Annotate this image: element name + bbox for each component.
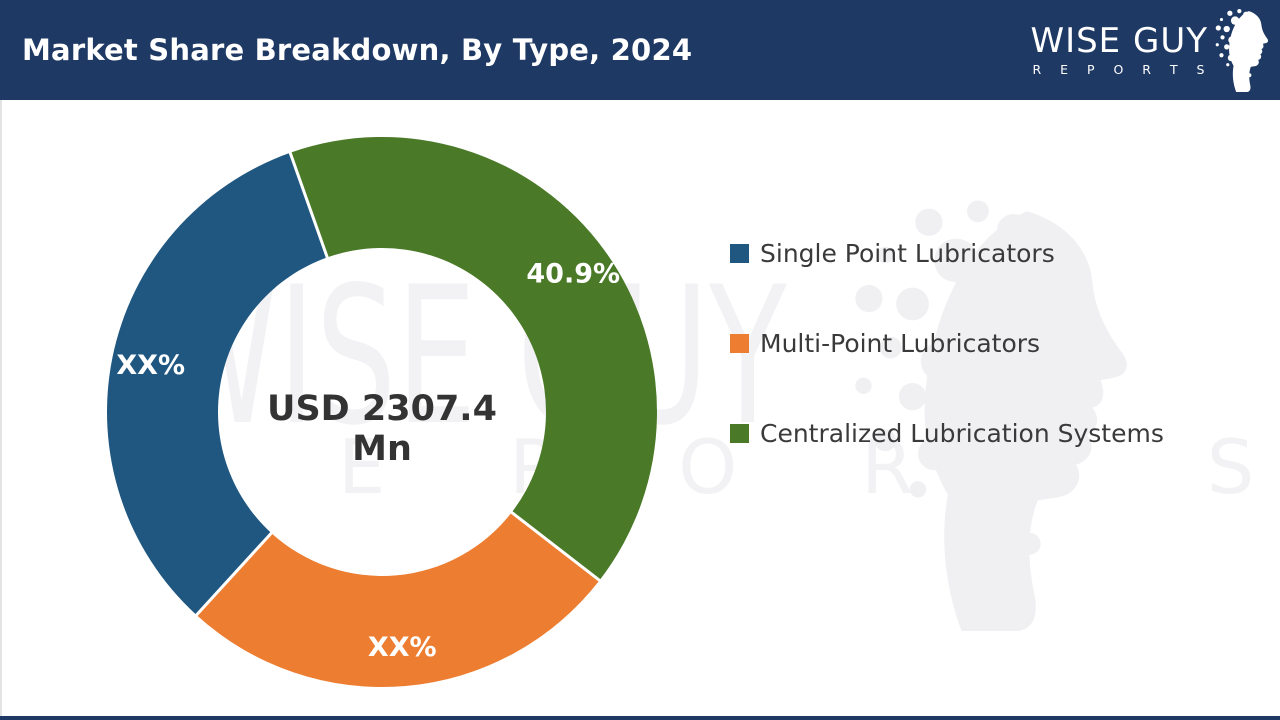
page-title: Market Share Breakdown, By Type, 2024	[22, 33, 693, 67]
donut-chart: 40.9% XX% XX%	[106, 136, 658, 687]
slice-separator	[509, 510, 602, 583]
footer-accent-bar	[0, 716, 1280, 720]
chart-legend: Single Point Lubricators Multi-Point Lub…	[730, 238, 1164, 508]
legend-item: Centralized Lubrication Systems	[730, 418, 1164, 448]
legend-item: Multi-Point Lubricators	[730, 328, 1164, 358]
slice-separator	[288, 151, 330, 259]
donut-center-value: USD 2307.4 Mn	[267, 389, 497, 469]
legend-swatch	[730, 243, 749, 263]
slice-percentage-label: 40.9%	[526, 259, 620, 290]
donut-slice	[290, 136, 658, 581]
legend-label: Multi-Point Lubricators	[760, 328, 1041, 358]
logo-face-icon	[1215, 9, 1269, 92]
donut-slice	[106, 152, 328, 616]
legend-item: Single Point Lubricators	[730, 238, 1164, 268]
header-bar: Market Share Breakdown, By Type, 2024 WI…	[0, 0, 1280, 100]
slice-separator	[194, 531, 274, 617]
logo-wordmark: WISE GUY	[1030, 21, 1208, 61]
watermark-face-icon	[855, 200, 1127, 631]
legend-swatch	[730, 333, 749, 353]
slice-percentage-label: XX%	[116, 350, 185, 381]
wise-guy-logo: WISE GUY R E P O R T S	[1026, 7, 1272, 93]
logo-text: WISE GUY R E P O R T S	[1026, 23, 1212, 77]
background-watermark: WISE GUY R E P O R T S	[2, 100, 1280, 716]
logo-subtitle: R E P O R T S	[1032, 62, 1212, 77]
legend-swatch	[730, 423, 749, 443]
chart-area: WISE GUY R E P O R T S 40.9% XX% XX%	[0, 100, 1280, 716]
legend-label: Single Point Lubricators	[760, 238, 1055, 268]
slice-percentage-label: XX%	[368, 632, 437, 663]
donut-slice	[196, 512, 600, 687]
legend-label: Centralized Lubrication Systems	[760, 418, 1164, 448]
